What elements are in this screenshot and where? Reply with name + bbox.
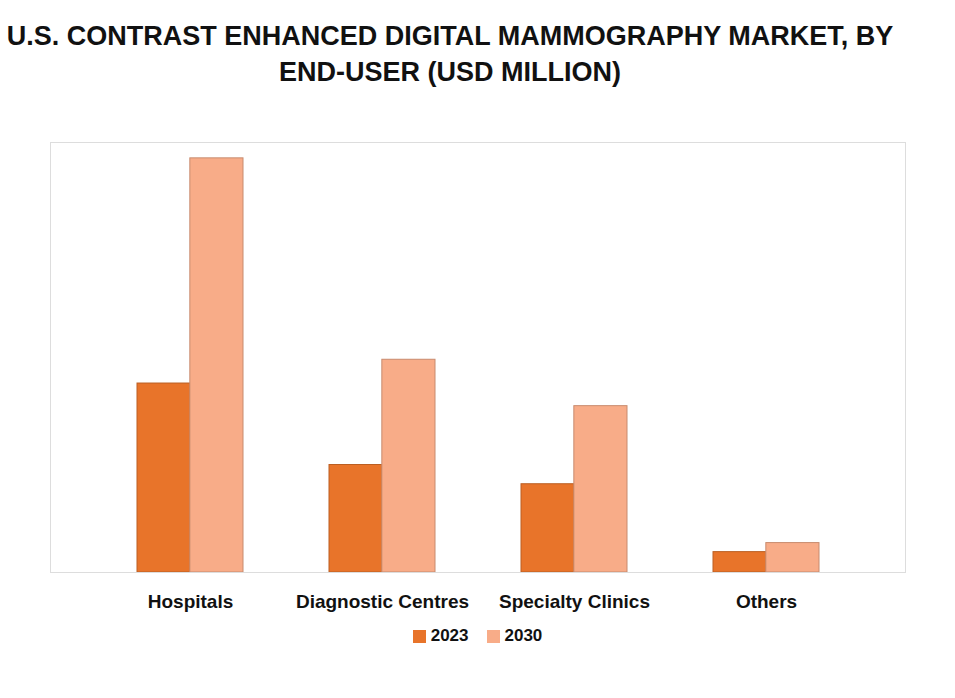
html-text:2030: 2030 (504, 626, 543, 645)
svg-text:Specialty Clinics: Specialty Clinics (499, 591, 650, 612)
html-text:2023: 2023 (430, 626, 469, 645)
svg-text:Hospitals: Hospitals (148, 591, 234, 612)
svg-text:Others: Others (736, 591, 797, 612)
html-text:U.S. CONTRAST ENHANCED DIGITAL: U.S. CONTRAST ENHANCED DIGITAL MAMMOGRAP… (6, 21, 894, 87)
svg-text:Diagnostic Centres: Diagnostic Centres (296, 591, 469, 612)
